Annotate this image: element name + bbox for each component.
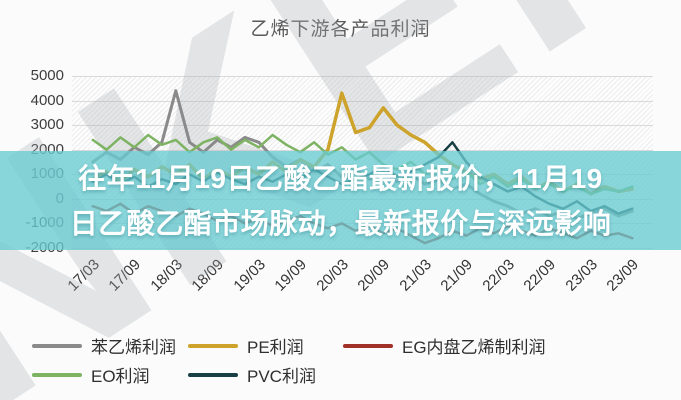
gridline-4000: [72, 100, 653, 102]
legend-item-EG内盘乙烯制利润: EG内盘乙烯制利润: [343, 333, 546, 358]
gridline-5000: [72, 76, 653, 77]
legend-item-PVC利润: PVC利润: [188, 362, 316, 387]
gridline-2000: [72, 149, 653, 151]
legend-label-EO利润: EO利润: [91, 367, 150, 386]
legend-swatch-EG内盘乙烯制利润: [343, 343, 393, 348]
legend-swatch-EO利润: [32, 372, 82, 377]
y-tick-label-3000: 3000: [30, 116, 64, 134]
legend-label-PE利润: PE利润: [247, 338, 304, 357]
legend-swatch-苯乙烯利润: [32, 343, 82, 348]
gridline-3000: [72, 125, 653, 127]
legend-label-苯乙烯利润: 苯乙烯利润: [91, 338, 176, 357]
legend-label-PVC利润: PVC利润: [247, 367, 316, 386]
legend-item-PE利润: PE利润: [188, 333, 304, 358]
legend-swatch-PE利润: [188, 343, 238, 348]
y-tick-label-4000: 4000: [30, 91, 64, 109]
headline-banner: 往年11月19日乙酸乙酯最新报价，11月19 日乙酸乙酯市场脉动，最新报价与深远…: [0, 151, 681, 250]
chart-title: 乙烯下游各产品利润: [250, 19, 431, 40]
legend-label-EG内盘乙烯制利润: EG内盘乙烯制利润: [402, 338, 546, 357]
chart-legend: 苯乙烯利润 PE利润 EG内盘乙烯制利润 EO利润 PVC利润: [0, 330, 681, 390]
headline-line-1: 往年11月19日乙酸乙酯最新报价，11月19: [78, 162, 603, 194]
y-tick-label-5000: 5000: [30, 67, 64, 84]
legend-swatch-PVC利润: [188, 372, 238, 377]
legend-item-EO利润: EO利润: [32, 362, 150, 387]
legend-item-苯乙烯利润: 苯乙烯利润: [32, 333, 176, 358]
headline-line-2: 日乙酸乙酯市场脉动，最新报价与深远影响: [69, 207, 612, 239]
